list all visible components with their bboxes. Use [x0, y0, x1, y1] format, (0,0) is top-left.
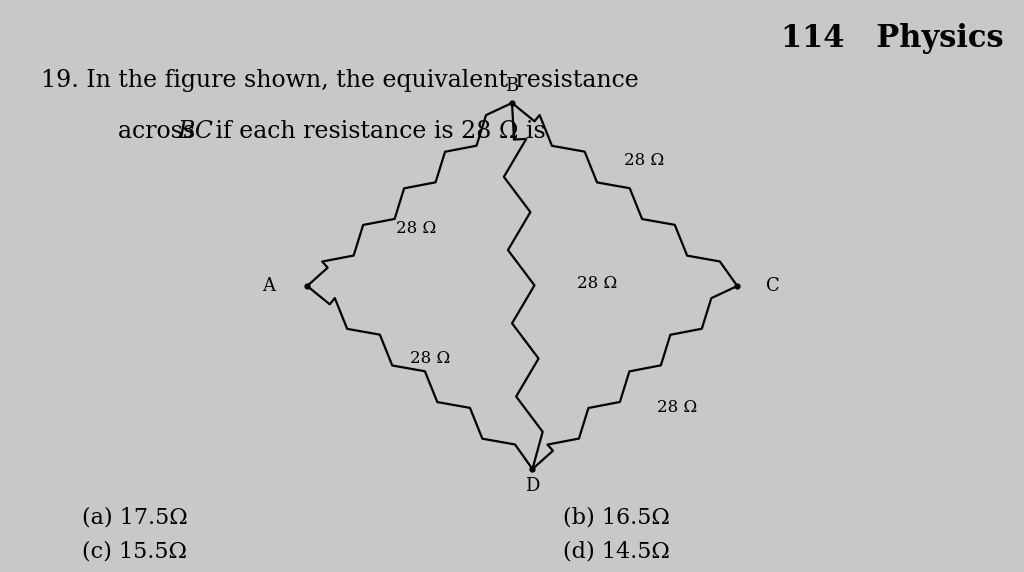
Text: (c) 15.5Ω: (c) 15.5Ω: [82, 541, 187, 562]
Text: BC: BC: [177, 120, 213, 143]
Text: across: across: [118, 120, 203, 143]
Text: (d) 14.5Ω: (d) 14.5Ω: [563, 541, 670, 562]
Text: D: D: [525, 477, 540, 495]
Text: 28 Ω: 28 Ω: [657, 399, 697, 416]
Text: B: B: [506, 77, 518, 95]
Text: (b) 16.5Ω: (b) 16.5Ω: [563, 506, 670, 528]
Text: if each resistance is 28 Ω is: if each resistance is 28 Ω is: [208, 120, 546, 143]
Text: 28 Ω: 28 Ω: [410, 349, 450, 367]
Text: 28 Ω: 28 Ω: [396, 220, 436, 237]
Text: 19. In the figure shown, the equivalent resistance: 19. In the figure shown, the equivalent …: [41, 69, 639, 92]
Text: 114   Physics: 114 Physics: [781, 23, 1004, 54]
Text: 28 Ω: 28 Ω: [624, 152, 664, 169]
Text: A: A: [262, 277, 274, 295]
Text: C: C: [766, 277, 780, 295]
Text: 28 Ω: 28 Ω: [577, 275, 616, 292]
Text: (a) 17.5Ω: (a) 17.5Ω: [82, 506, 187, 528]
